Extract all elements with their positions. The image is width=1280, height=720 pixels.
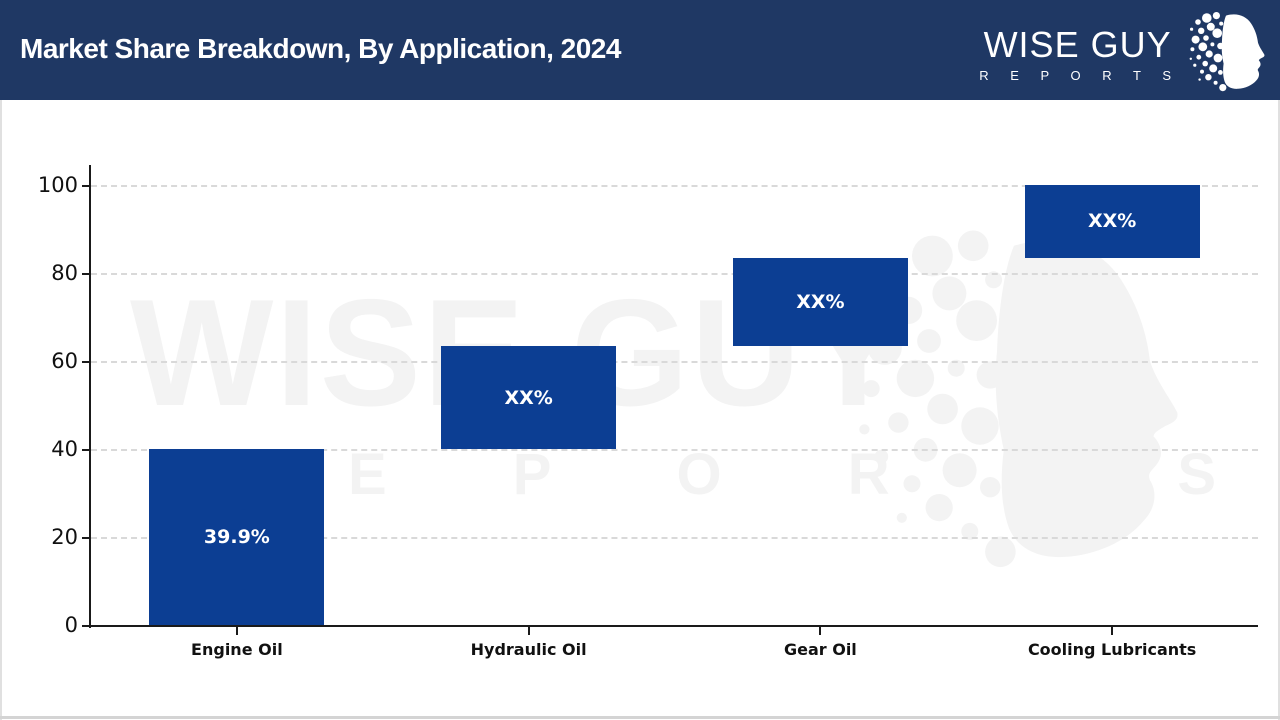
x-axis-label-gear-oil: Gear Oil bbox=[783, 640, 857, 659]
brand-logo: WISE GUY R E P O R T S bbox=[979, 6, 1268, 94]
x-tick-engine-oil bbox=[235, 627, 238, 635]
brand-head-icon bbox=[1189, 12, 1265, 92]
y-tick-20 bbox=[82, 537, 90, 539]
y-tick-label-100: 100 bbox=[37, 173, 78, 197]
x-tick-cooling-lubricants bbox=[1111, 627, 1114, 635]
x-axis-label-hydraulic-oil: Hydraulic Oil bbox=[470, 640, 587, 659]
header-bar: Market Share Breakdown, By Application, … bbox=[0, 0, 1280, 100]
bar-value-label-gear-oil: XX% bbox=[796, 290, 845, 313]
x-tick-hydraulic-oil bbox=[527, 627, 530, 635]
y-tick-100 bbox=[82, 185, 90, 187]
y-tick-40 bbox=[82, 449, 90, 451]
bar-engine-oil: 39.9% bbox=[149, 449, 325, 625]
gridline-80 bbox=[91, 273, 1258, 275]
brand-name: WISE GUY bbox=[983, 24, 1172, 65]
y-tick-label-40: 40 bbox=[51, 437, 78, 461]
watermark-brand-subtitle: R E P O R T S bbox=[180, 442, 1272, 507]
y-tick-0 bbox=[82, 625, 90, 627]
bar-gear-oil: XX% bbox=[732, 257, 908, 347]
bar-cooling-lubricants: XX% bbox=[1024, 185, 1200, 258]
chart-area: WISE GUY R E P O R T S 0 20 40 60 80 100 39.9 bbox=[0, 100, 1280, 720]
y-tick-label-20: 20 bbox=[51, 525, 78, 549]
brand-subtitle: R E P O R T S bbox=[979, 68, 1180, 83]
page-title: Market Share Breakdown, By Application, … bbox=[20, 33, 621, 64]
y-tick-label-60: 60 bbox=[51, 349, 78, 373]
bar-value-label-hydraulic-oil: XX% bbox=[504, 386, 553, 409]
bar-hydraulic-oil: XX% bbox=[441, 346, 617, 450]
x-axis-label-cooling-lubricants: Cooling Lubricants bbox=[1027, 640, 1197, 659]
y-tick-label-80: 80 bbox=[51, 261, 78, 285]
x-axis-label-engine-oil: Engine Oil bbox=[191, 640, 283, 659]
y-tick-80 bbox=[82, 273, 90, 275]
gridline-40 bbox=[91, 449, 1258, 451]
x-tick-gear-oil bbox=[819, 627, 822, 635]
gridline-20 bbox=[91, 537, 1258, 539]
gridline-100 bbox=[91, 185, 1258, 187]
x-axis bbox=[89, 625, 1258, 627]
bar-value-label-engine-oil: 39.9% bbox=[203, 526, 270, 549]
y-tick-60 bbox=[82, 361, 90, 363]
bar-value-label-cooling-lubricants: XX% bbox=[1087, 210, 1137, 233]
brand-logo-text: WISE GUY R E P O R T S bbox=[975, 24, 1180, 83]
y-tick-label-0: 0 bbox=[64, 613, 78, 637]
gridline-60 bbox=[91, 361, 1258, 363]
bottom-divider bbox=[0, 716, 1280, 719]
y-axis bbox=[89, 165, 91, 628]
